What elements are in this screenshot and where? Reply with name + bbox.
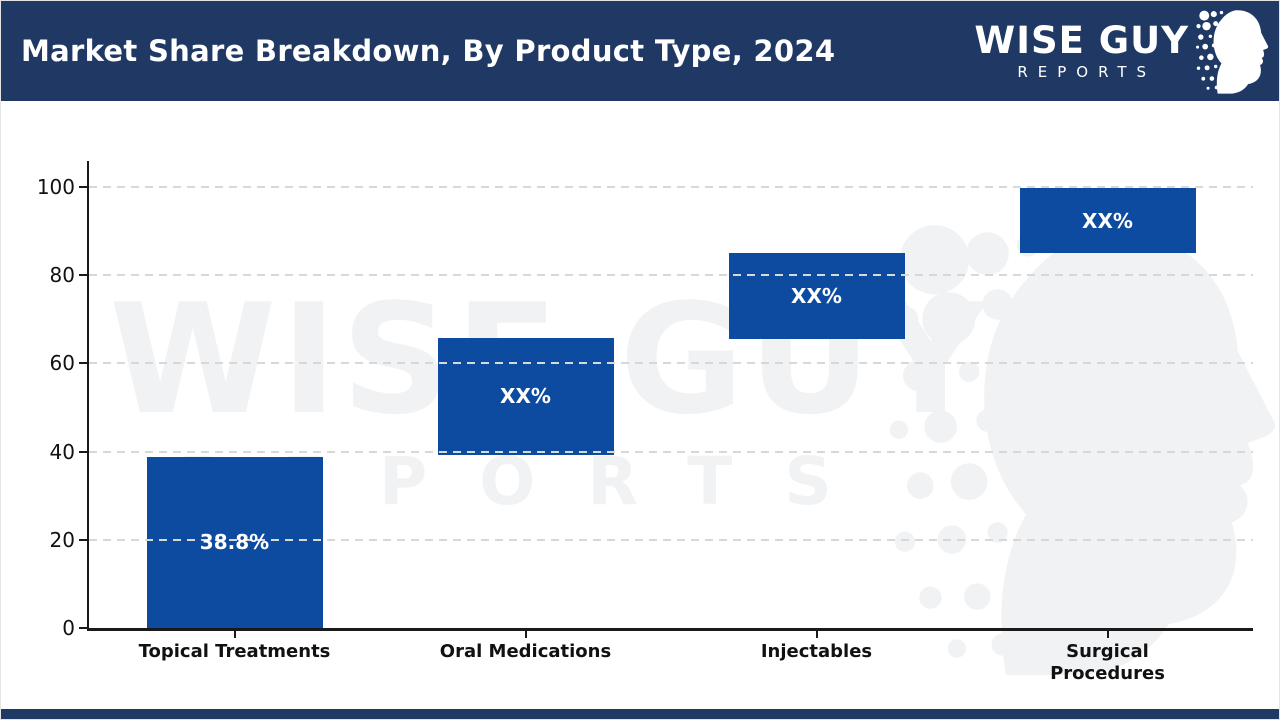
bar: [1019, 187, 1196, 254]
bar-value-label: XX%: [791, 284, 842, 309]
gridline: [89, 362, 1253, 365]
x-tick-label: Injectables: [760, 641, 873, 662]
x-tick-mark: [815, 631, 818, 638]
gridline: [89, 538, 1253, 541]
y-tick-mark: [79, 274, 87, 277]
x-tick-mark: [233, 631, 236, 638]
bar: [146, 456, 323, 628]
brand-subtitle-text: REPORTS: [1017, 63, 1157, 81]
y-axis-line: [86, 161, 89, 631]
y-tick-mark: [79, 362, 87, 365]
brand-name-text: WISE GUY: [974, 19, 1189, 62]
bar-value-label: 38.8%: [199, 530, 270, 555]
chart-plot-area: WISE GUY REPORTS 0 20 40 60 80 100 38.8% Topica…: [1, 101, 1279, 711]
y-tick-label: 80: [49, 263, 75, 288]
y-tick-mark: [79, 186, 87, 188]
y-tick-label: 0: [62, 616, 75, 640]
bar: [437, 337, 614, 456]
x-axis-line: [86, 628, 1253, 631]
bar-value-label: XX%: [1082, 208, 1133, 233]
y-tick-mark: [79, 538, 87, 541]
page-title: Market Share Breakdown, By Product Type,…: [21, 34, 836, 68]
gridline: [89, 450, 1253, 453]
y-tick-label: 40: [49, 439, 75, 464]
y-tick-label: 20: [49, 527, 75, 552]
brand-logo: WISE GUY REPORTS: [974, 8, 1271, 94]
bar: [728, 253, 905, 340]
x-tick-label: Oral Medications: [439, 641, 612, 662]
y-tick-label: 60: [49, 351, 75, 376]
brand-head-icon: [1196, 10, 1269, 94]
bar-value-label: XX%: [500, 384, 551, 409]
brand-wordmark: WISE GUY REPORTS: [974, 19, 1189, 82]
x-tick-label: Topical Treatments: [138, 641, 331, 662]
header-bar: Market Share Breakdown, By Product Type,…: [1, 1, 1279, 101]
x-tick-label: Surgical Procedures: [1050, 641, 1165, 684]
y-tick-mark: [79, 450, 87, 453]
x-tick-mark: [1106, 631, 1109, 638]
y-tick-mark: [79, 627, 87, 629]
gridline: [89, 186, 1253, 188]
x-tick-mark: [524, 631, 527, 638]
footer-bar: [1, 709, 1279, 719]
y-tick-label: 100: [36, 175, 75, 199]
gridline: [89, 274, 1253, 277]
